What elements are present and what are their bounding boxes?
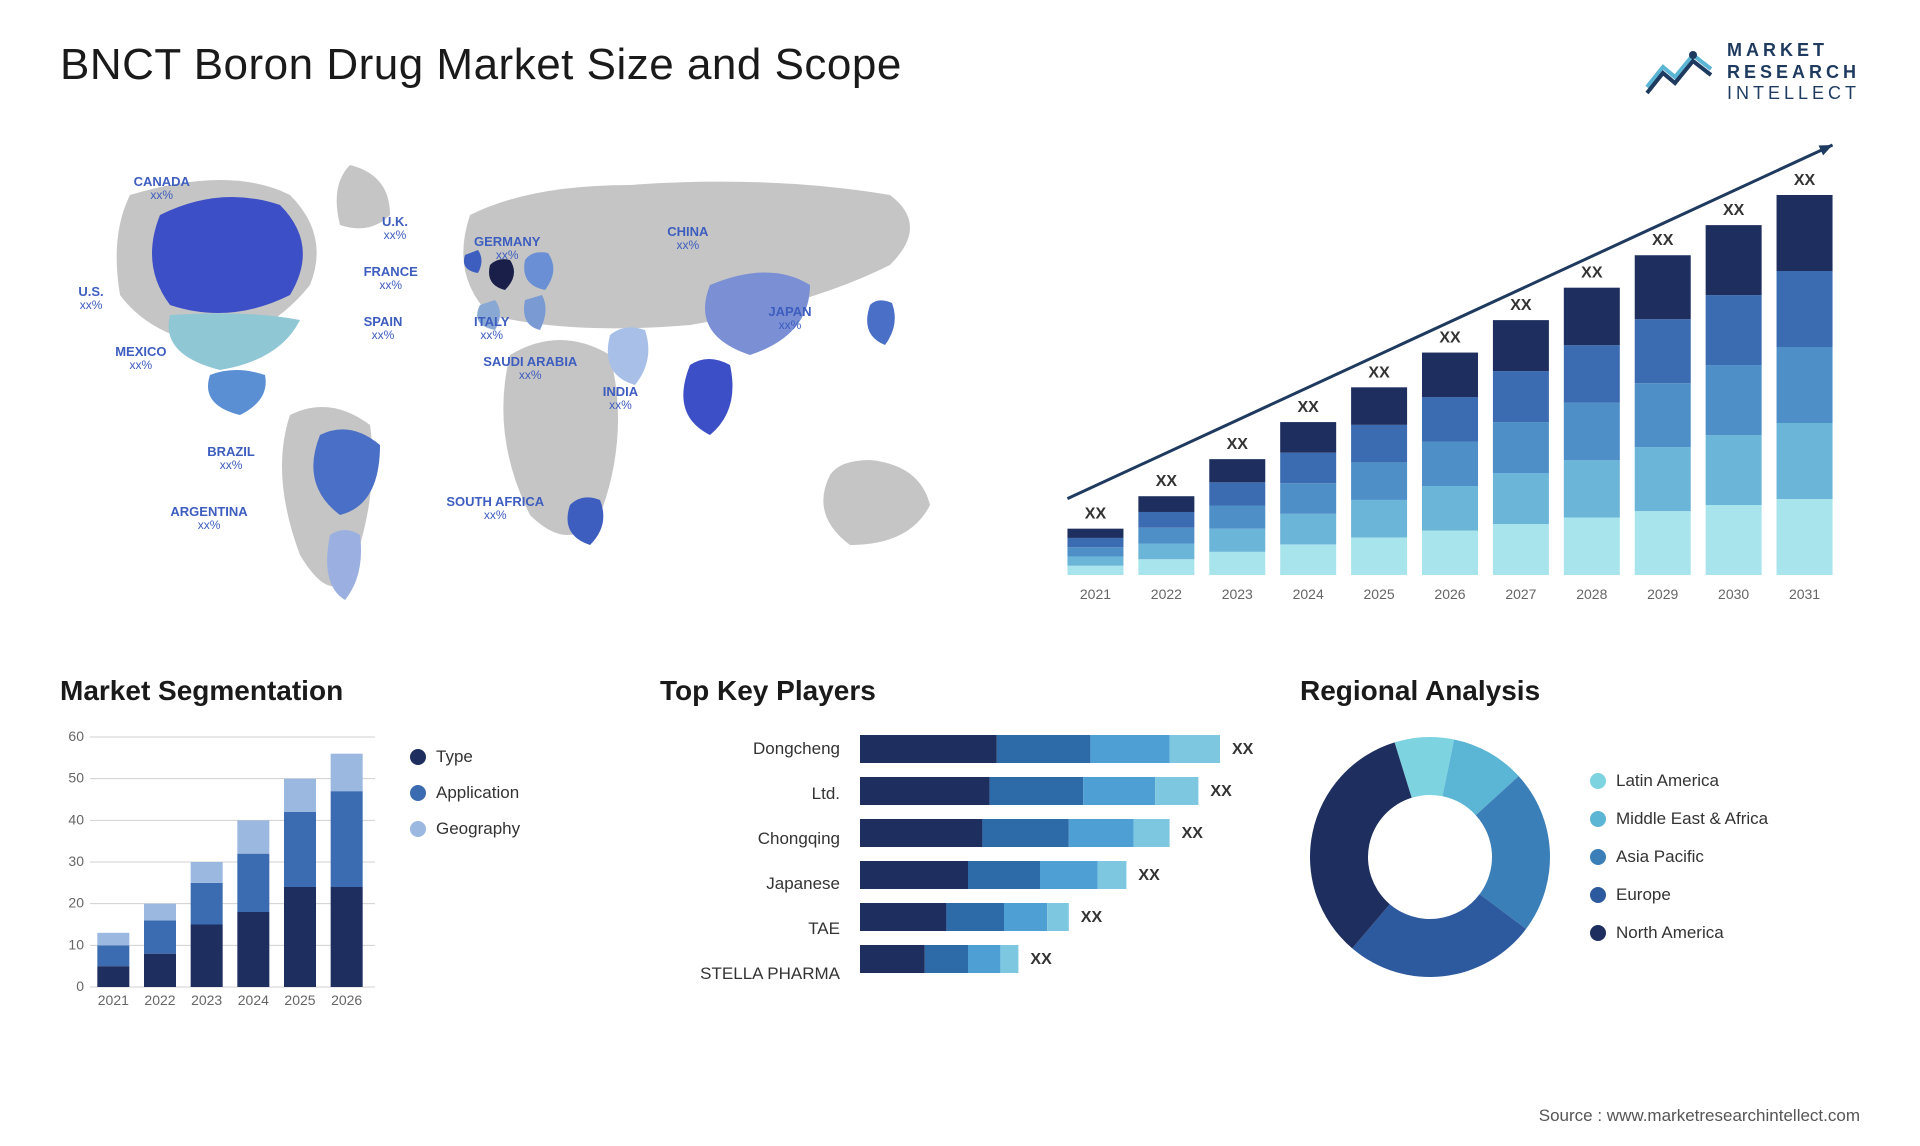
svg-text:XX: XX xyxy=(1232,741,1254,758)
main-growth-chart: XX 2021 XX 2022 XX 2023 XX 2024 XX 2025 XX 2026 XX 20… xyxy=(1040,135,1860,635)
svg-text:XX: XX xyxy=(1298,399,1320,416)
svg-text:50: 50 xyxy=(68,769,84,785)
svg-text:XX: XX xyxy=(1156,473,1178,490)
map-label: SOUTH AFRICAxx% xyxy=(446,495,544,522)
svg-text:10: 10 xyxy=(68,936,84,952)
svg-text:2024: 2024 xyxy=(1293,586,1324,602)
brand-logo: MARKET RESEARCH INTELLECT xyxy=(1645,40,1860,105)
map-label: MEXICOxx% xyxy=(115,345,166,372)
legend-item: Latin America xyxy=(1590,771,1768,791)
players-labels: DongchengLtd.ChongqingJapaneseTAESTELLA … xyxy=(660,727,840,997)
segmentation-title: Market Segmentation xyxy=(60,675,620,707)
svg-text:30: 30 xyxy=(68,853,84,869)
svg-text:XX: XX xyxy=(1510,297,1532,314)
regional-donut xyxy=(1300,727,1560,987)
map-label: FRANCExx% xyxy=(364,265,418,292)
world-map-svg xyxy=(60,135,980,635)
svg-text:0: 0 xyxy=(76,978,84,994)
legend-item: North America xyxy=(1590,923,1768,943)
svg-text:XX: XX xyxy=(1581,264,1603,281)
map-label: ARGENTINAxx% xyxy=(170,505,247,532)
map-label: JAPANxx% xyxy=(768,305,811,332)
player-name: TAE xyxy=(660,908,840,950)
svg-text:XX: XX xyxy=(1652,232,1674,249)
svg-text:2027: 2027 xyxy=(1505,586,1536,602)
map-label: U.K.xx% xyxy=(382,215,408,242)
svg-text:XX: XX xyxy=(1210,783,1232,800)
legend-item: Type xyxy=(410,747,520,767)
source-text: Source : www.marketresearchintellect.com xyxy=(1539,1106,1860,1126)
map-label: CANADAxx% xyxy=(134,175,190,202)
svg-text:2023: 2023 xyxy=(1222,586,1253,602)
map-label: INDIAxx% xyxy=(603,385,638,412)
svg-text:2026: 2026 xyxy=(1434,586,1465,602)
world-map: CANADAxx% U.S.xx% MEXICOxx% BRAZILxx% ARGENT… xyxy=(60,135,980,635)
player-name: Ltd. xyxy=(660,773,840,815)
map-label: CHINAxx% xyxy=(667,225,708,252)
regional-legend: Latin America Middle East & Africa Asia Pa… xyxy=(1590,771,1768,943)
main-chart-svg: XX 2021 XX 2022 XX 2023 XX 2024 XX 2025 XX 2026 XX 20… xyxy=(1040,135,1860,615)
map-label: SPAINxx% xyxy=(364,315,403,342)
segmentation-chart: 0 10 20 30 40 50 60 2021 2022 2023 2024 2025 2026 xyxy=(60,727,380,1017)
map-label: ITALYxx% xyxy=(474,315,509,342)
legend-item: Geography xyxy=(410,819,520,839)
svg-text:2021: 2021 xyxy=(1080,586,1111,602)
players-section: Top Key Players DongchengLtd.ChongqingJa… xyxy=(660,675,1260,1035)
map-label: SAUDI ARABIAxx% xyxy=(483,355,577,382)
svg-text:XX: XX xyxy=(1723,202,1745,219)
svg-text:2030: 2030 xyxy=(1718,586,1749,602)
map-label: BRAZILxx% xyxy=(207,445,255,472)
svg-text:2022: 2022 xyxy=(144,992,175,1008)
regional-title: Regional Analysis xyxy=(1300,675,1860,707)
svg-text:2025: 2025 xyxy=(284,992,315,1008)
svg-text:XX: XX xyxy=(1030,951,1052,968)
svg-text:2031: 2031 xyxy=(1789,586,1820,602)
map-label: U.S.xx% xyxy=(78,285,103,312)
player-name: Japanese xyxy=(660,863,840,905)
regional-section: Regional Analysis Latin America Middle Ea… xyxy=(1300,675,1860,1035)
svg-text:XX: XX xyxy=(1439,329,1461,346)
legend-item: Application xyxy=(410,783,520,803)
page-title: BNCT Boron Drug Market Size and Scope xyxy=(60,40,902,90)
segmentation-section: Market Segmentation 0 10 20 30 40 50 60 2021 202… xyxy=(60,675,620,1035)
svg-text:20: 20 xyxy=(68,894,84,910)
player-name: STELLA PHARMA xyxy=(660,953,840,995)
svg-text:2028: 2028 xyxy=(1576,586,1607,602)
players-title: Top Key Players xyxy=(660,675,1260,707)
player-name: Chongqing xyxy=(660,818,840,860)
map-label: GERMANYxx% xyxy=(474,235,540,262)
svg-text:60: 60 xyxy=(68,728,84,744)
svg-text:XX: XX xyxy=(1081,909,1103,926)
svg-text:XX: XX xyxy=(1227,436,1249,453)
svg-text:XX: XX xyxy=(1368,364,1390,381)
segmentation-legend: Type Application Geography xyxy=(410,727,520,1022)
svg-text:XX: XX xyxy=(1182,825,1204,842)
legend-item: Europe xyxy=(1590,885,1768,905)
svg-text:2021: 2021 xyxy=(98,992,129,1008)
svg-text:2023: 2023 xyxy=(191,992,222,1008)
logo-line3: INTELLECT xyxy=(1727,83,1860,105)
logo-line2: RESEARCH xyxy=(1727,62,1860,84)
svg-text:2022: 2022 xyxy=(1151,586,1182,602)
svg-text:2026: 2026 xyxy=(331,992,362,1008)
svg-text:2024: 2024 xyxy=(238,992,269,1008)
svg-text:40: 40 xyxy=(68,811,84,827)
svg-text:XX: XX xyxy=(1794,172,1816,189)
svg-text:2029: 2029 xyxy=(1647,586,1678,602)
logo-line1: MARKET xyxy=(1727,40,1860,62)
svg-text:XX: XX xyxy=(1085,505,1107,522)
players-chart: XX XX XX XX XX XX xyxy=(860,727,1260,997)
svg-text:XX: XX xyxy=(1138,867,1160,884)
player-name: Dongcheng xyxy=(660,728,840,770)
svg-text:2025: 2025 xyxy=(1364,586,1395,602)
logo-icon xyxy=(1645,47,1715,97)
legend-item: Middle East & Africa xyxy=(1590,809,1768,829)
legend-item: Asia Pacific xyxy=(1590,847,1768,867)
